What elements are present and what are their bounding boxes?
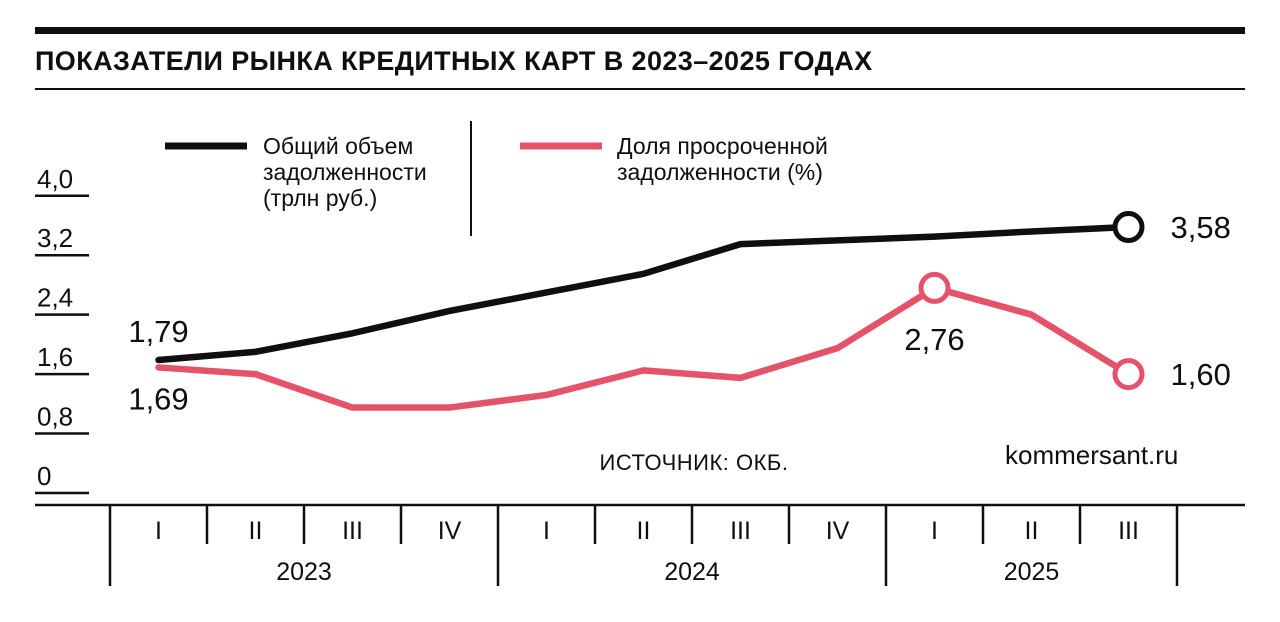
data-label: 1,79 — [128, 314, 188, 349]
y-axis-label: 0,8 — [37, 402, 73, 432]
data-label: 3,58 — [1171, 210, 1231, 245]
legend-label-total-debt: Общий объем — [263, 133, 413, 159]
y-axis-label: 4,0 — [37, 164, 73, 194]
point-marker-overdue-share — [1112, 358, 1145, 391]
data-label: 2,76 — [904, 322, 964, 357]
y-axis-label: 2,4 — [37, 283, 73, 313]
top-rule — [35, 27, 1245, 34]
quarter-label: I — [931, 517, 938, 545]
quarter-label: I — [543, 517, 550, 545]
y-axis-label: 1,6 — [37, 342, 73, 372]
quarter-label: II — [1025, 517, 1039, 545]
series-line-total-debt — [155, 223, 1132, 364]
legend-label-overdue-share: задолженности (%) — [617, 159, 823, 185]
quarter-label: I — [155, 517, 162, 545]
year-label: 2025 — [1004, 558, 1060, 586]
quarter-label: IV — [826, 517, 850, 545]
year-label: 2023 — [276, 558, 332, 586]
quarter-label: III — [342, 517, 363, 545]
quarter-label: II — [637, 517, 651, 545]
quarter-label: III — [730, 517, 751, 545]
watermark: kommersant.ru — [1005, 440, 1178, 470]
y-axis-label: 3,2 — [37, 223, 73, 253]
data-label: 1,69 — [128, 381, 188, 416]
legend-label-overdue-share: Доля просроченной — [617, 133, 828, 159]
chart-title: ПОКАЗАТЕЛИ РЫНКА КРЕДИТНЫХ КАРТ В 2023–2… — [35, 46, 873, 76]
point-marker-total-debt — [1112, 211, 1145, 244]
quarter-label: III — [1118, 517, 1139, 545]
series-line-overdue-share — [155, 284, 1132, 411]
year-label: 2024 — [664, 558, 720, 586]
quarter-label: IV — [438, 517, 462, 545]
legend-label-total-debt: задолженности — [263, 159, 427, 185]
y-axis-label: 0 — [37, 461, 51, 491]
quarter-label: II — [249, 517, 263, 545]
source-label: ИСТОЧНИК: ОКБ. — [600, 450, 789, 475]
data-label: 1,60 — [1171, 357, 1231, 392]
point-marker-overdue-share — [918, 271, 951, 304]
legend-label-total-debt: (трлн руб.) — [263, 185, 377, 211]
title-rule — [35, 88, 1245, 90]
